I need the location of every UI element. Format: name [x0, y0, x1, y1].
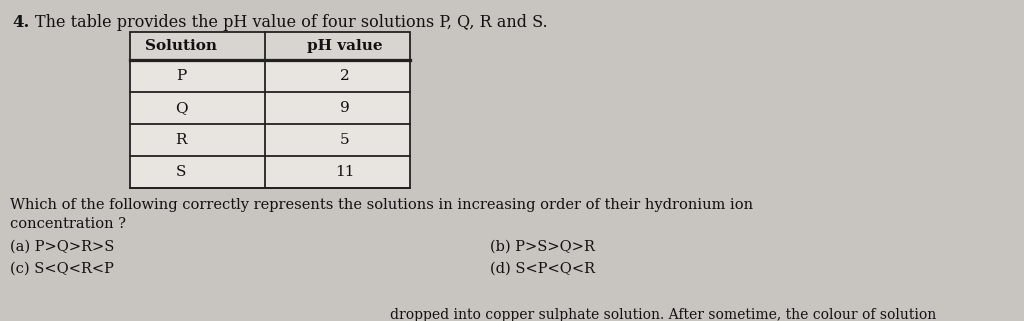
Text: P: P	[176, 69, 186, 83]
Text: (a) P>Q>R>S: (a) P>Q>R>S	[10, 240, 115, 254]
Text: R: R	[175, 133, 187, 147]
Text: 2: 2	[340, 69, 349, 83]
Text: concentration ?: concentration ?	[10, 217, 126, 231]
Text: (b) P>S>Q>R: (b) P>S>Q>R	[490, 240, 595, 254]
Text: 5: 5	[340, 133, 349, 147]
Text: pH value: pH value	[307, 39, 383, 53]
Text: 11: 11	[335, 165, 354, 179]
Text: dropped into copper sulphate solution. After sometime, the colour of solution: dropped into copper sulphate solution. A…	[390, 308, 936, 321]
FancyBboxPatch shape	[130, 92, 410, 124]
Text: Solution: Solution	[145, 39, 217, 53]
Text: Which of the following correctly represents the solutions in increasing order of: Which of the following correctly represe…	[10, 198, 753, 212]
Text: The table provides the pH value of four solutions P, Q, R and S.: The table provides the pH value of four …	[35, 14, 548, 31]
FancyBboxPatch shape	[130, 124, 410, 156]
Text: 4.: 4.	[12, 14, 30, 31]
FancyBboxPatch shape	[130, 32, 410, 60]
Text: (c) S<Q<R<P: (c) S<Q<R<P	[10, 262, 114, 276]
Text: (d) S<P<Q<R: (d) S<P<Q<R	[490, 262, 595, 276]
Text: S: S	[176, 165, 186, 179]
FancyBboxPatch shape	[130, 156, 410, 188]
FancyBboxPatch shape	[130, 60, 410, 92]
Text: Q: Q	[175, 101, 187, 115]
Text: 9: 9	[340, 101, 349, 115]
